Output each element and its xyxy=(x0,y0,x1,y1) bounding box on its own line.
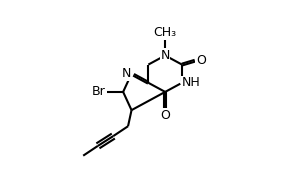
Text: O: O xyxy=(160,109,170,122)
Text: NH: NH xyxy=(182,76,201,89)
Text: Br: Br xyxy=(92,85,106,98)
Text: N: N xyxy=(160,49,170,62)
Text: N: N xyxy=(122,67,131,80)
Text: O: O xyxy=(196,54,206,67)
Text: CH₃: CH₃ xyxy=(154,26,177,39)
